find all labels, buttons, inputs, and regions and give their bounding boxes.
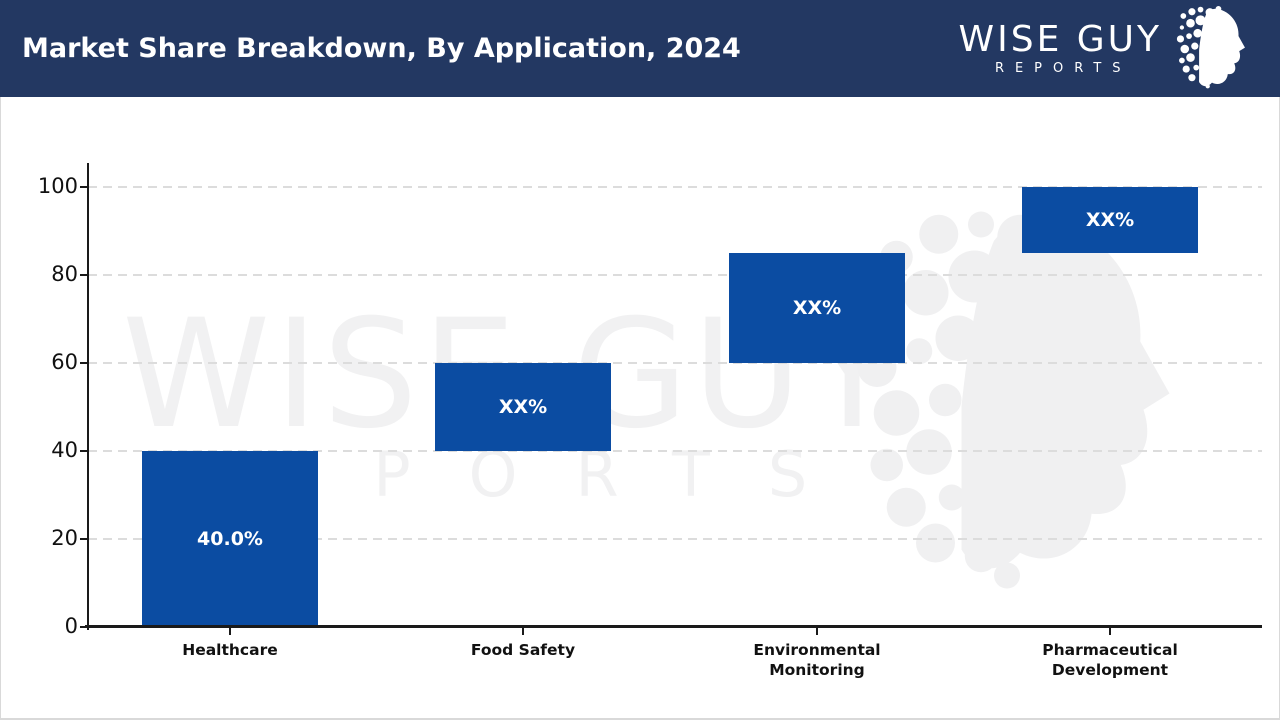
y-tick-label: 20 [51,526,78,550]
y-tick-mark [80,450,88,452]
x-tick-mark [1109,627,1111,635]
y-gridline [88,450,1262,452]
watermark-face-icon [857,208,1170,589]
y-tick-mark [80,274,88,276]
brand-logo-subtitle: REPORTS [994,61,1132,76]
page-title: Market Share Breakdown, By Application, … [22,33,741,64]
y-gridline [88,186,1262,188]
x-tick-mark [816,627,818,635]
brand-logo: WISE GUY REPORTS [958,5,1259,92]
x-tick-mark [229,627,231,635]
brand-logo-text: WISE GUY REPORTS [958,19,1163,77]
y-gridline [88,538,1262,540]
bar-value-label: XX% [792,297,842,319]
y-gridline [88,362,1262,364]
bar-value-label: XX% [498,396,548,418]
y-axis-line [87,163,89,630]
bar-food-safety: XX% [435,363,611,451]
face-profile-icon [1176,5,1245,88]
y-tick-label: 0 [64,614,78,638]
header-bar: Market Share Breakdown, By Application, … [0,0,1280,97]
x-axis-line [85,625,1262,628]
x-tick-mark [522,627,524,635]
brand-logo-name: WISE GUY [958,19,1162,60]
x-category-label: Environmental Monitoring [753,641,881,679]
x-category-label: Pharmaceutical Development [1042,641,1178,679]
y-tick-label: 40 [51,438,78,462]
y-tick-mark [80,186,88,188]
y-tick-mark [80,626,88,628]
x-category-label: Healthcare [182,641,278,659]
y-tick-mark [80,362,88,364]
bar-healthcare: 40.0% [142,451,318,627]
bar-pharmaceutical-development: XX% [1022,187,1198,253]
x-category-label: Food Safety [470,641,576,659]
y-tick-mark [80,538,88,540]
y-tick-label: 80 [51,262,78,286]
bar-value-label: XX% [1085,209,1135,231]
y-tick-label: 100 [37,174,78,198]
y-gridline [88,274,1262,276]
y-tick-label: 60 [51,350,78,374]
bar-environmental-monitoring: XX% [729,253,905,363]
bar-value-label: 40.0% [197,528,263,550]
